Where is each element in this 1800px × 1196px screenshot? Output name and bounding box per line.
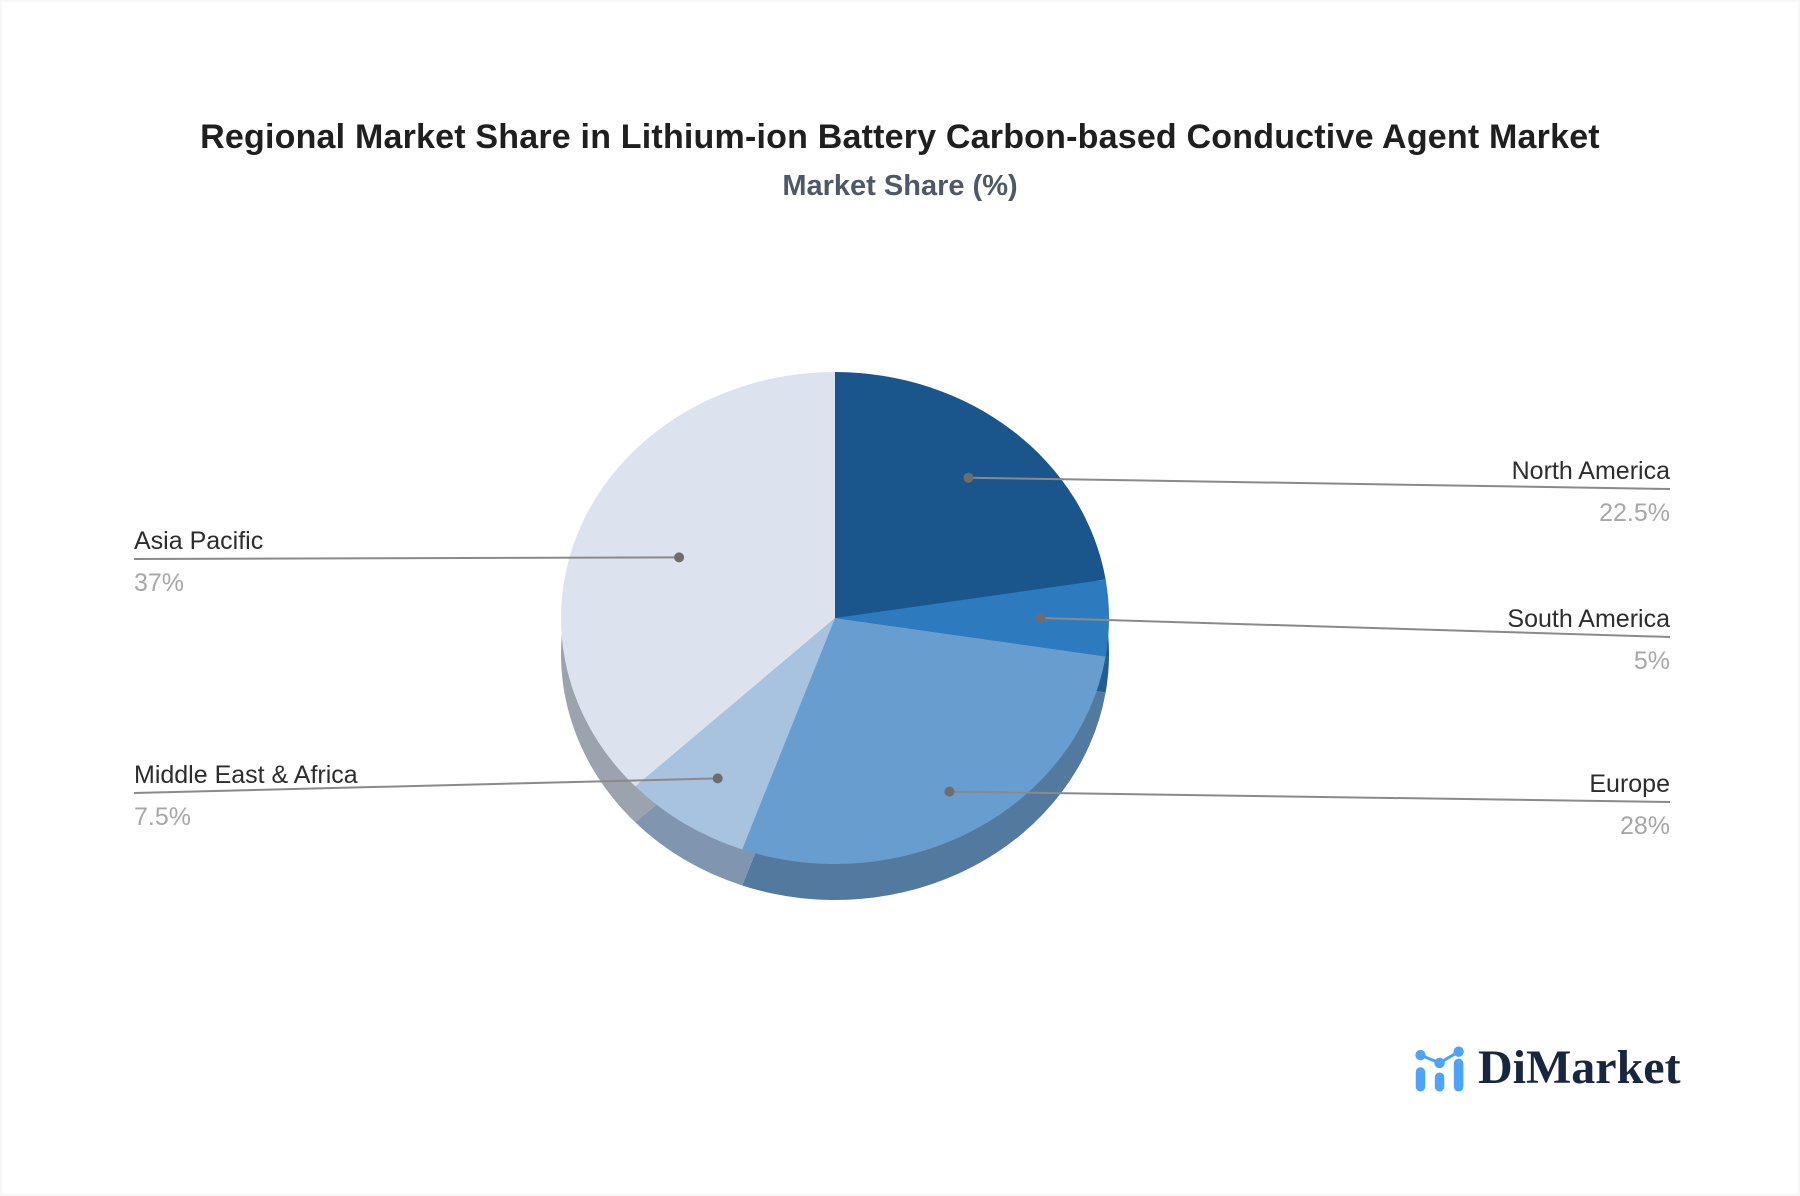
- slice-asia-pacific: [560, 372, 835, 787]
- chart-subtitle: Market Share (%): [782, 170, 1018, 202]
- slice-label-south-america: South America: [1507, 605, 1670, 633]
- slice-middle-east-africa: [635, 618, 835, 850]
- logo-bar-1: [1415, 1067, 1426, 1092]
- logo-bar-3: [1453, 1058, 1464, 1092]
- logo-bar-2: [1434, 1072, 1445, 1092]
- logo-dot-2: [1434, 1057, 1445, 1069]
- callout-dot-asia-pacific: [674, 552, 685, 563]
- slice-label-asia-pacific: Asia Pacific: [134, 527, 263, 555]
- slice-label-middle-east-africa: Middle East & Africa: [134, 761, 358, 789]
- slice-value-middle-east-africa: 7.5%: [134, 803, 191, 831]
- brand-logo: DiMarket: [1414, 1044, 1681, 1092]
- slice-value-asia-pacific: 37%: [134, 569, 184, 597]
- callout-dot-south-america: [1035, 613, 1046, 623]
- callout-line-north-america: [968, 476, 1671, 490]
- slice-europe: [742, 618, 1106, 865]
- slice-north-america: [835, 372, 1106, 618]
- slice-value-south-america: 5%: [1634, 647, 1670, 675]
- brand-logo-text: DiMarket: [1478, 1041, 1681, 1094]
- slice-label-north-america: North America: [1512, 457, 1670, 485]
- slice-value-europe: 28%: [1620, 812, 1670, 840]
- logo-dot-1: [1415, 1049, 1426, 1061]
- callout-line-south-america: [1040, 617, 1671, 638]
- pie-top-layer: [560, 372, 1110, 865]
- callout-dot-middle-east-africa: [712, 773, 723, 784]
- callout-line-middle-east-africa: [133, 777, 718, 794]
- slice-label-europe: Europe: [1589, 770, 1670, 798]
- callout-line-asia-pacific: [133, 556, 680, 560]
- logo-dot-3: [1453, 1046, 1464, 1057]
- bar-line-chart-icon: [1415, 1046, 1464, 1092]
- slice-value-north-america: 22.5%: [1599, 499, 1670, 527]
- callout-dot-europe: [944, 786, 955, 797]
- slice-south-america: [835, 579, 1110, 657]
- callout-line-europe: [949, 790, 1671, 803]
- callout-dot-north-america: [963, 472, 974, 483]
- pie-callouts: North America 22.5% South America 5% Europe 2…: [133, 457, 1671, 840]
- chart-title: Regional Market Share in Lithium-ion Bat…: [200, 118, 1600, 156]
